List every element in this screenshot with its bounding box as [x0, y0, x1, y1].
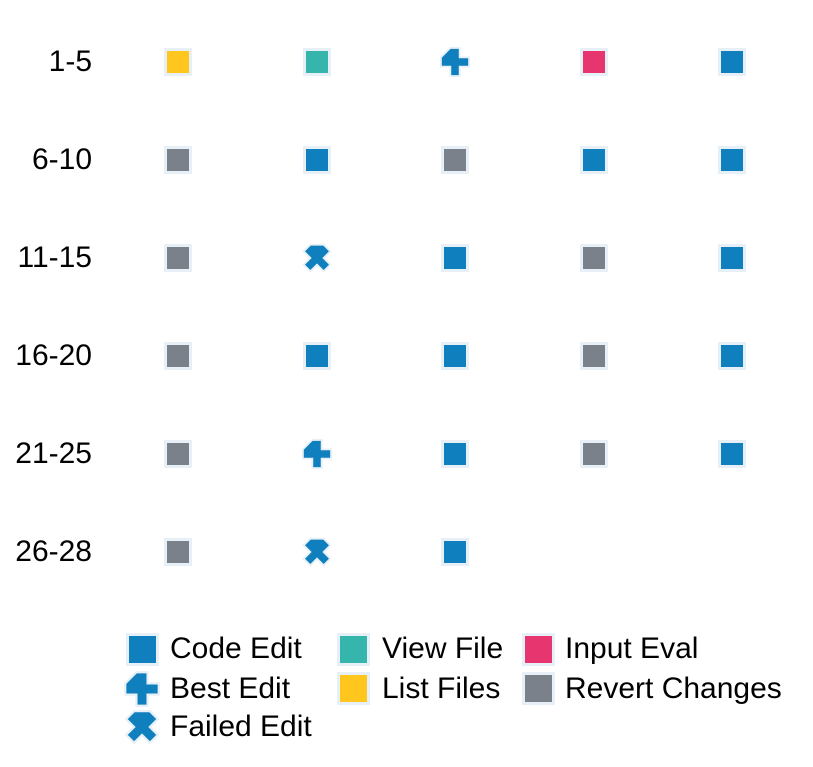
- legend-label-input-eval: Input Eval: [565, 632, 699, 665]
- grid-failed-edit-marker: [301, 536, 333, 568]
- legend-revert-changes-marker: [522, 672, 555, 705]
- grid-code-edit-marker: [718, 342, 746, 370]
- legend-view-file-marker: [336, 632, 370, 666]
- grid-revert-changes-marker: [164, 538, 192, 566]
- grid-code-edit-marker: [441, 440, 469, 468]
- grid-revert-changes-marker: [164, 244, 192, 272]
- grid-code-edit-marker: [441, 538, 469, 566]
- row-label: 6-10: [31, 143, 92, 176]
- legend-input-eval-marker: [522, 632, 555, 666]
- grid-code-edit-marker: [302, 146, 331, 174]
- legend-label-failed-edit: Failed Edit: [170, 710, 312, 743]
- legend-label-best-edit: Best Edit: [170, 671, 291, 705]
- row-label: 16-20: [15, 339, 92, 372]
- grid-revert-changes-marker: [164, 146, 192, 174]
- grid-best-edit-marker: [439, 46, 471, 78]
- legend-best-edit-marker: [123, 670, 161, 708]
- grid-code-edit-marker: [718, 440, 746, 468]
- grid-revert-changes-marker: [579, 440, 608, 468]
- legend-label-code-edit: Code Edit: [170, 632, 302, 665]
- legend-code-edit-marker: [125, 632, 159, 666]
- row-label: 26-28: [15, 535, 92, 568]
- grid-code-edit-marker: [718, 146, 746, 174]
- grid-code-edit-marker: [302, 342, 331, 370]
- grid-revert-changes-marker: [441, 146, 469, 174]
- grid-code-edit-marker: [718, 48, 746, 76]
- grid-code-edit-marker: [718, 244, 746, 272]
- grid-failed-edit-marker: [301, 242, 333, 274]
- legend-label-revert-changes: Revert Changes: [565, 671, 782, 705]
- legend-list-files-marker: [336, 672, 370, 705]
- grid-code-edit-marker: [441, 244, 469, 272]
- grid-code-edit-marker: [441, 342, 469, 370]
- legend-label-view-file: View File: [382, 632, 504, 665]
- grid-revert-changes-marker: [579, 342, 608, 370]
- row-label: 1-5: [48, 45, 92, 78]
- grid-input-eval-marker: [579, 48, 608, 76]
- grid-best-edit-marker: [301, 438, 333, 470]
- row-label: 21-25: [15, 437, 92, 470]
- grid-revert-changes-marker: [579, 244, 608, 272]
- row-label: 11-15: [17, 241, 92, 274]
- grid-view-file-marker: [302, 48, 331, 76]
- legend-label-list-files: List Files: [382, 671, 501, 705]
- grid-code-edit-marker: [579, 146, 608, 174]
- legend-failed-edit-marker: [123, 708, 161, 746]
- grid-list-files-marker: [164, 48, 192, 76]
- grid-revert-changes-marker: [164, 342, 192, 370]
- grid-revert-changes-marker: [164, 440, 192, 468]
